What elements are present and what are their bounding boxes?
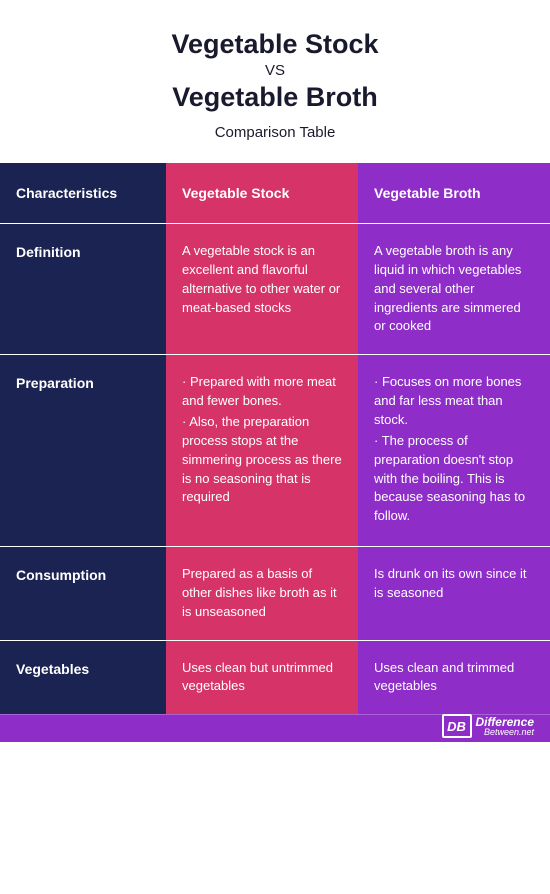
broth-prep-bullet-2: · The process of preparation doesn't sto… (374, 432, 534, 526)
stock-prep-bullet-1: · Prepared with more meat and fewer bone… (182, 373, 342, 411)
stock-definition: A vegetable stock is an excellent and fl… (166, 224, 358, 354)
broth-definition: A vegetable broth is any liquid in which… (358, 224, 550, 354)
stock-consumption: Prepared as a basis of other dishes like… (166, 547, 358, 640)
table-header-row: Characteristics Vegetable Stock Vegetabl… (0, 163, 550, 224)
footer-section: DB Difference Between.net (0, 714, 550, 742)
logo-db-icon: DB (442, 714, 472, 738)
broth-consumption: Is drunk on its own since it is seasoned (358, 547, 550, 640)
label-definition: Definition (0, 224, 166, 354)
row-consumption: Consumption Prepared as a basis of other… (0, 547, 550, 641)
row-preparation: Preparation · Prepared with more meat an… (0, 355, 550, 547)
label-vegetables: Vegetables (0, 641, 166, 715)
header-section: Vegetable Stock VS Vegetable Broth Compa… (0, 0, 550, 163)
header-stock: Vegetable Stock (166, 163, 358, 223)
stock-vegetables: Uses clean but untrimmed vegetables (166, 641, 358, 715)
broth-prep-bullet-1: · Focuses on more bones and far less mea… (374, 373, 534, 430)
label-consumption: Consumption (0, 547, 166, 640)
subtitle: Comparison Table (20, 124, 530, 141)
header-broth: Vegetable Broth (358, 163, 550, 223)
stock-prep-bullet-2: · Also, the preparation process stops at… (182, 413, 342, 507)
title-line-1: Vegetable Stock (20, 28, 530, 60)
comparison-table: Characteristics Vegetable Stock Vegetabl… (0, 163, 550, 715)
infographic-container: Vegetable Stock VS Vegetable Broth Compa… (0, 0, 550, 742)
header-characteristics: Characteristics (0, 163, 166, 223)
footer-inner: DB Difference Between.net (346, 714, 538, 738)
broth-vegetables: Uses clean and trimmed vegetables (358, 641, 550, 715)
label-preparation: Preparation (0, 355, 166, 546)
broth-preparation: · Focuses on more bones and far less mea… (358, 355, 550, 546)
title-line-2: Vegetable Broth (20, 81, 530, 113)
logo-brand: Difference (476, 716, 534, 728)
brand-logo: DB Difference Between.net (442, 714, 534, 738)
stock-preparation: · Prepared with more meat and fewer bone… (166, 355, 358, 546)
logo-text: Difference Between.net (476, 716, 534, 737)
row-definition: Definition A vegetable stock is an excel… (0, 224, 550, 355)
row-vegetables: Vegetables Uses clean but untrimmed vege… (0, 641, 550, 716)
title-vs: VS (20, 62, 530, 79)
logo-domain: Between.net (484, 728, 534, 737)
